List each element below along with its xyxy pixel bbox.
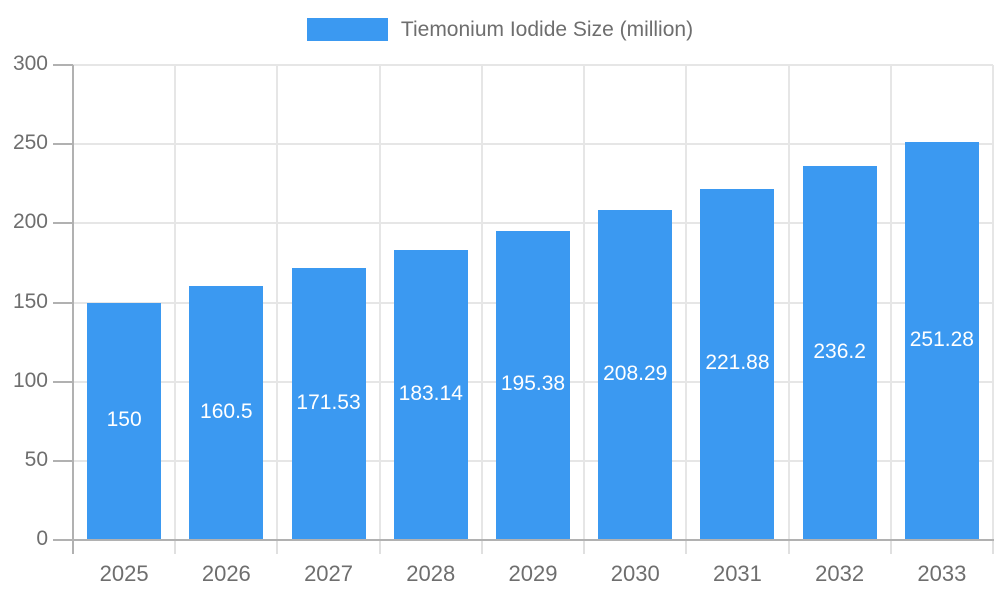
bar-value-label: 150 (106, 408, 142, 432)
x-axis-tick-mark (685, 541, 688, 554)
bar-2030[interactable] (598, 210, 673, 540)
y-axis-tick-label: 250 (12, 131, 48, 155)
x-axis-label: 2029 (508, 561, 558, 586)
bar-value-label: 236.2 (813, 340, 866, 363)
bar-2032[interactable] (802, 166, 877, 540)
bar-2028[interactable] (393, 250, 468, 540)
y-axis-tick-mark (53, 143, 73, 146)
bar-value-label: 183.14 (398, 382, 463, 405)
x-axis-tick-mark (889, 541, 892, 554)
legend-label: Tiemonium Iodide Size (million) (400, 18, 694, 41)
gridline-vertical (583, 65, 586, 540)
legend[interactable]: Tiemonium Iodide Size (million) (0, 18, 1000, 41)
y-axis-tick-mark (53, 222, 73, 225)
x-axis-tick-mark (583, 541, 586, 554)
x-axis-label: 2033 (917, 561, 967, 586)
y-axis-tick-label: 150 (12, 289, 48, 313)
y-axis-tick-mark (53, 539, 73, 541)
plot-area: 150 160.5 171.53 183.14 195.38 208.29 221.88 23… (72, 64, 994, 553)
x-axis-tick-mark (276, 541, 279, 554)
gridline-vertical (787, 65, 790, 540)
legend-swatch[interactable] (306, 18, 388, 41)
gridline-horizontal (73, 64, 993, 66)
x-axis-label: 2032 (815, 561, 865, 586)
y-axis-tick-label: 50 (24, 447, 48, 471)
gridline-horizontal (73, 143, 993, 146)
bar-value-label: 208.29 (603, 362, 668, 386)
gridline-vertical (889, 65, 892, 540)
gridline-vertical (685, 65, 688, 540)
gridline-vertical (378, 65, 381, 540)
y-axis-tick-label: 0 (36, 527, 48, 550)
y-axis-tick-mark (53, 459, 73, 462)
bar-2031[interactable] (700, 188, 775, 540)
x-axis-label: 2030 (610, 561, 660, 586)
x-axis-label: 2026 (201, 561, 251, 586)
gridline-vertical (480, 65, 483, 540)
bar-2025[interactable] (87, 302, 162, 540)
bar-2026[interactable] (189, 285, 264, 540)
x-axis-tick-mark (992, 541, 994, 554)
y-axis-tick-mark (53, 64, 73, 66)
y-axis-tick-mark (53, 380, 73, 383)
y-axis-line (72, 65, 74, 553)
y-axis-tick-label: 100 (12, 368, 48, 392)
bar-value-label: 171.53 (296, 391, 361, 415)
y-axis-tick-mark (53, 301, 73, 304)
bar-value-label: 160.5 (200, 399, 253, 423)
y-axis-tick-label: 300 (12, 52, 48, 75)
x-axis-tick-mark (174, 541, 177, 554)
x-axis-label: 2028 (406, 561, 456, 586)
x-axis-tick-mark (378, 541, 381, 554)
bar-2033[interactable] (904, 142, 979, 540)
x-axis-tick-mark (480, 541, 483, 554)
gridline-vertical (174, 65, 177, 540)
x-axis-line (72, 539, 994, 541)
bar-value-label: 251.28 (909, 328, 974, 352)
bar-value-label: 221.88 (705, 351, 770, 375)
bar-2027[interactable] (291, 268, 366, 540)
bar-2029[interactable] (496, 230, 570, 540)
gridline-horizontal (73, 222, 993, 225)
bar-value-label: 195.38 (500, 372, 566, 396)
x-axis-tick-mark (787, 541, 790, 554)
gridline-vertical (276, 65, 279, 540)
gridline-vertical (992, 65, 994, 540)
x-axis-label: 2027 (304, 561, 354, 586)
x-axis-label: 2031 (712, 561, 762, 586)
y-axis-tick-label: 200 (12, 210, 48, 234)
x-axis-label: 2025 (99, 561, 149, 586)
